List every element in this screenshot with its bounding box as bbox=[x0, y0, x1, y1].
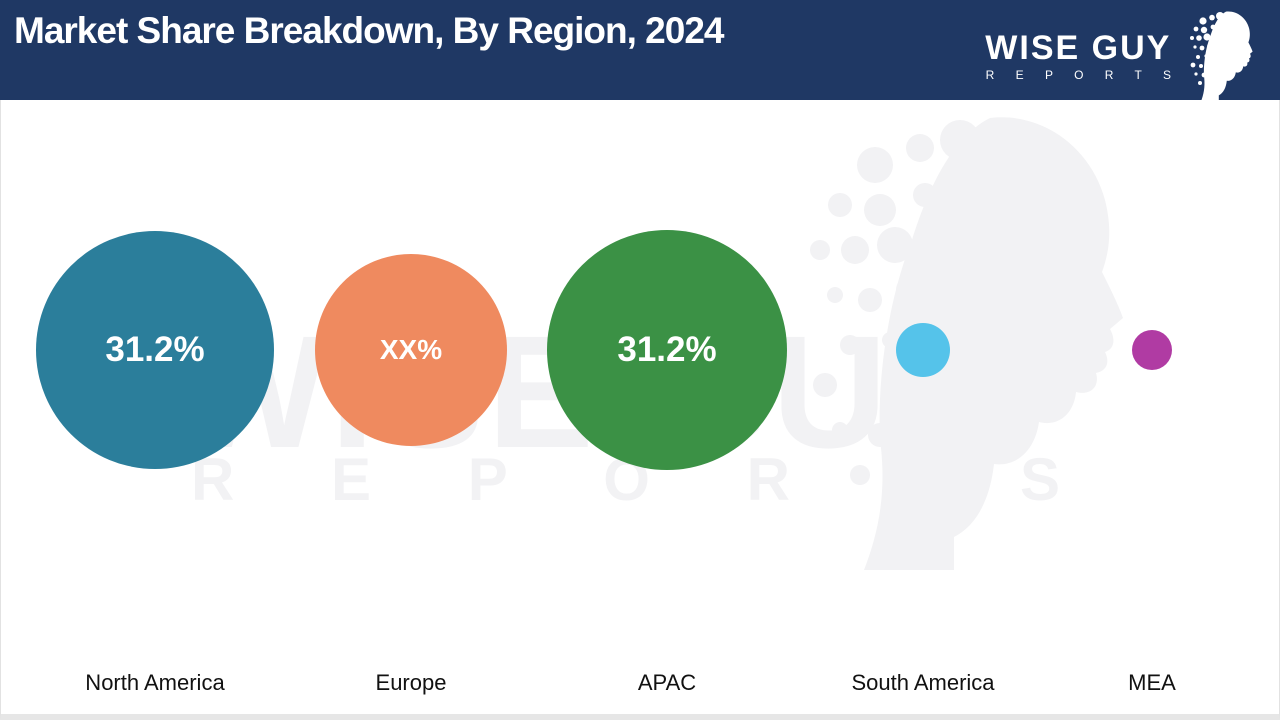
page-title: Market Share Breakdown, By Region, 2024 bbox=[14, 10, 724, 51]
category-label-europe: Europe bbox=[375, 670, 447, 695]
category-label-north-america: North America bbox=[85, 670, 225, 695]
bubble-south-america bbox=[896, 323, 950, 377]
logo-brand-text: WISE GUY bbox=[985, 28, 1172, 67]
bubble-europe: XX% bbox=[315, 254, 507, 446]
chart-canvas: WISE GUY R E P O R T S 31.2%North Americ… bbox=[0, 100, 1280, 720]
category-label-mea: MEA bbox=[1128, 670, 1176, 695]
category-label-apac: APAC bbox=[637, 670, 697, 695]
bubble-apac: 31.2% bbox=[547, 230, 787, 470]
header-bar: Market Share Breakdown, By Region, 2024 … bbox=[0, 0, 1280, 100]
watermark-face-icon bbox=[779, 110, 1171, 570]
logo-subtext: R E P O R T S bbox=[985, 68, 1180, 83]
bubble-mea bbox=[1132, 330, 1172, 370]
bubble-north-america: 31.2% bbox=[36, 231, 274, 469]
logo-face-icon bbox=[1184, 10, 1262, 102]
wise-guy-logo: WISE GUY R E P O R T S bbox=[977, 10, 1262, 102]
category-label-south-america: South America bbox=[851, 670, 995, 695]
